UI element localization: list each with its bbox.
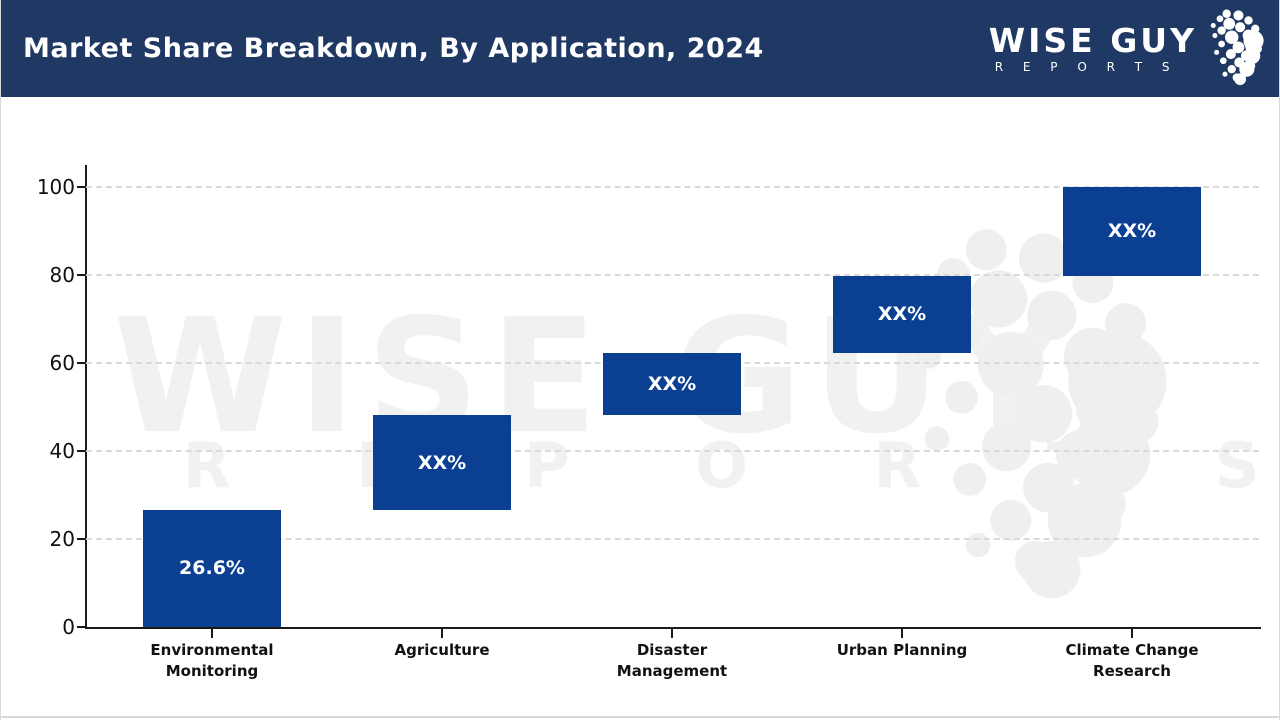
y-tick-label: 100 bbox=[36, 175, 75, 199]
y-tick-label: 20 bbox=[49, 527, 75, 551]
x-tick-mark bbox=[211, 629, 213, 638]
y-tick-mark bbox=[77, 626, 85, 628]
brand-name: WISE GUY bbox=[988, 20, 1197, 60]
bar-2: XX% bbox=[373, 415, 511, 510]
gridline bbox=[86, 274, 1259, 276]
brand-subtitle: R E P O R T S bbox=[994, 59, 1178, 74]
gridline bbox=[86, 450, 1259, 452]
y-tick-mark bbox=[77, 186, 85, 188]
x-category-label: Agriculture bbox=[394, 641, 490, 659]
gridline bbox=[86, 186, 1259, 188]
x-tick-mark bbox=[901, 629, 903, 638]
y-tick-label: 40 bbox=[49, 439, 75, 463]
bar-value-label: 26.6% bbox=[179, 557, 245, 580]
x-tick-mark bbox=[671, 629, 673, 638]
bar-5: XX% bbox=[1063, 187, 1201, 276]
x-category-label: Disaster Management bbox=[616, 641, 728, 680]
gridline bbox=[86, 538, 1259, 540]
brand-logo: WISE GUY R E P O R T S bbox=[989, 7, 1267, 91]
bar-value-label: XX% bbox=[647, 373, 697, 396]
bottom-border bbox=[1, 716, 1279, 718]
brand-head-icon bbox=[1210, 9, 1264, 85]
bar-1: 26.6% bbox=[143, 509, 281, 627]
bar-value-label: XX% bbox=[417, 451, 467, 474]
y-tick-label: 0 bbox=[62, 615, 75, 639]
x-category-label: Urban Planning bbox=[836, 641, 968, 659]
y-tick-mark bbox=[77, 362, 85, 364]
page-title: Market Share Breakdown, By Application, … bbox=[23, 33, 764, 64]
x-category-label: Climate Change Research bbox=[1065, 641, 1199, 680]
y-tick-label: 60 bbox=[49, 351, 75, 375]
y-tick-mark bbox=[77, 450, 85, 452]
y-axis-spine bbox=[85, 165, 87, 629]
header-bar: Market Share Breakdown, By Application, … bbox=[1, 0, 1279, 97]
x-axis-spine bbox=[85, 627, 1261, 629]
y-tick-mark bbox=[77, 274, 85, 276]
bar-value-label: XX% bbox=[1107, 220, 1157, 243]
brand-logo-text: WISE GUY R E P O R T S bbox=[988, 20, 1197, 74]
bar-4: XX% bbox=[833, 275, 971, 353]
x-category-label: Environmental Monitoring bbox=[150, 641, 274, 680]
bar-3: XX% bbox=[603, 352, 741, 416]
y-tick-mark bbox=[77, 538, 85, 540]
bar-value-label: XX% bbox=[877, 303, 927, 326]
x-tick-mark bbox=[1131, 629, 1133, 638]
x-tick-mark bbox=[441, 629, 443, 638]
y-tick-label: 80 bbox=[49, 263, 75, 287]
